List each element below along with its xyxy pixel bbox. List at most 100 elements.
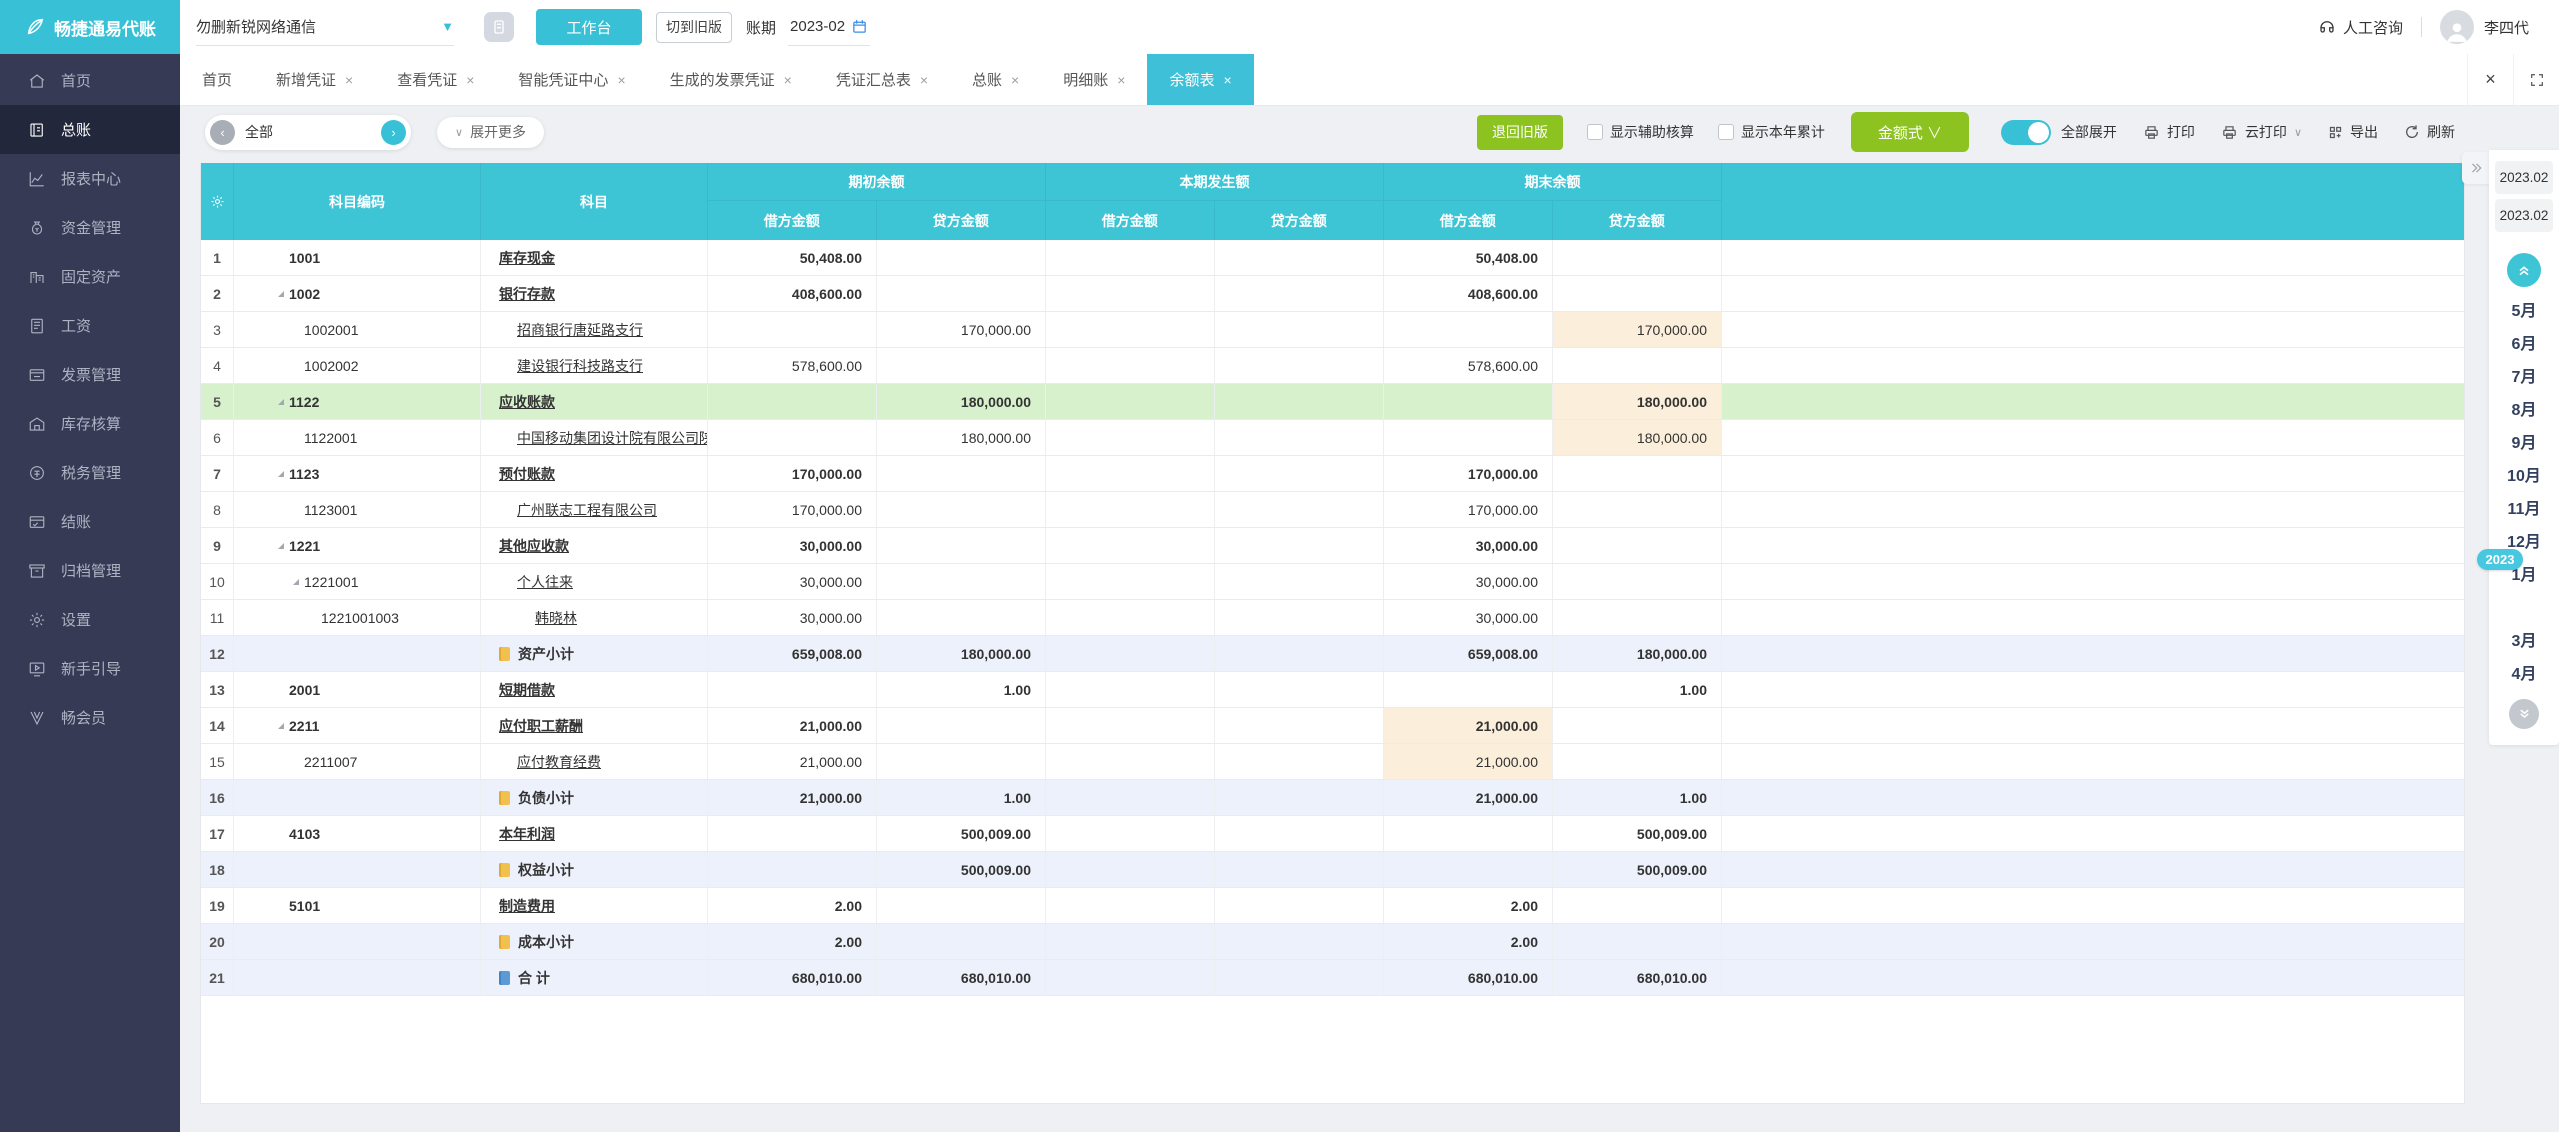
close-icon[interactable]: ×	[2467, 54, 2513, 105]
sidebar-item-库存核算[interactable]: 库存核算	[0, 399, 180, 448]
scroll-months-down-button[interactable]	[2509, 699, 2539, 729]
month-item-9月[interactable]: 9月	[2511, 435, 2537, 452]
expand-triangle-icon[interactable]	[278, 542, 284, 549]
sidebar-item-畅会员[interactable]: 畅会员	[0, 693, 180, 742]
table-row[interactable]: 10 1221001 个人往来 30,000.00 30,000.00	[201, 564, 2464, 600]
month-item-3月[interactable]: 3月	[2511, 633, 2537, 650]
month-item-4月[interactable]: 4月	[2511, 666, 2537, 683]
sidebar-item-资金管理[interactable]: 资金管理	[0, 203, 180, 252]
checkbox-icon[interactable]	[1717, 124, 1734, 140]
table-row[interactable]: 18 权益小计 500,009.00 500,009.00	[201, 852, 2464, 888]
tab-首页[interactable]: 首页	[202, 72, 233, 89]
account-link[interactable]: 其他应收款	[499, 537, 569, 554]
back-to-old-button[interactable]: 退回旧版	[1476, 114, 1563, 150]
fullscreen-icon[interactable]	[2513, 54, 2559, 105]
export-button[interactable]: 导出	[2328, 122, 2378, 142]
month-item-8月[interactable]: 8月	[2511, 402, 2537, 419]
close-tab-icon[interactable]: ×	[1223, 71, 1232, 88]
tab-新增凭证[interactable]: 新增凭证 ×	[276, 71, 354, 90]
account-link[interactable]: 本年利润	[499, 825, 555, 842]
account-link[interactable]: 短期借款	[499, 681, 555, 698]
month-item-6月[interactable]: 6月	[2511, 336, 2537, 353]
header-opening-debit[interactable]: 借方金额	[708, 201, 877, 240]
avatar[interactable]	[2439, 10, 2474, 44]
table-row[interactable]: 13 2001 短期借款 1.00 1.00	[201, 672, 2464, 708]
close-tab-icon[interactable]: ×	[617, 71, 626, 88]
table-row[interactable]: 6 1122001 中国移动集团设计院有限公司陕 180,000.00 180,000.…	[201, 420, 2464, 456]
table-row[interactable]: 15 2211007 应付教育经费 21,000.00 21,000.00	[201, 744, 2464, 780]
tab-余额表[interactable]: 余额表 ×	[1147, 54, 1254, 105]
expand-triangle-icon[interactable]	[278, 722, 284, 729]
month-item-12月[interactable]: 12月	[2507, 534, 2541, 551]
account-link[interactable]: 预付账款	[499, 465, 555, 482]
header-account-code[interactable]: 科目编码	[234, 163, 481, 240]
close-tab-icon[interactable]: ×	[783, 71, 792, 88]
tab-明细账[interactable]: 明细账 ×	[1063, 71, 1126, 90]
month-item-5月[interactable]: 5月	[2511, 303, 2537, 320]
tab-智能凭证中心[interactable]: 智能凭证中心 ×	[518, 71, 626, 90]
month-item-11月[interactable]: 11月	[2507, 501, 2541, 518]
account-filter[interactable]: ‹ 全部 ›	[205, 114, 411, 150]
tab-查看凭证[interactable]: 查看凭证 ×	[397, 71, 475, 90]
header-current-debit[interactable]: 借方金额	[1046, 201, 1215, 240]
company-selector[interactable]: 勿删新锐网络通信 ▼	[196, 8, 454, 46]
account-link[interactable]: 制造费用	[499, 897, 555, 914]
table-row[interactable]: 20 成本小计 2.00 2.00	[201, 924, 2464, 960]
close-tab-icon[interactable]: ×	[919, 71, 929, 88]
checkbox-icon[interactable]	[1586, 124, 1603, 140]
period-to-input[interactable]: 2023.02	[2495, 199, 2553, 232]
expand-triangle-icon[interactable]	[278, 470, 284, 477]
amount-style-button[interactable]: 金额式 ∨	[1850, 112, 1969, 152]
app-switcher-icon[interactable]	[484, 12, 514, 42]
expand-triangle-icon[interactable]	[293, 578, 299, 585]
username[interactable]: 李四代	[2483, 19, 2529, 37]
sidebar-item-首页[interactable]: 首页	[0, 56, 180, 105]
sidebar-item-报表中心[interactable]: 报表中心	[0, 154, 180, 203]
table-row[interactable]: 4 1002002 建设银行科技路支行 578,600.00 578,600.00	[201, 348, 2464, 384]
close-tab-icon[interactable]: ×	[345, 71, 354, 88]
table-row[interactable]: 21 合 计 680,010.00 680,010.00 680,010.00 680,0…	[201, 960, 2464, 996]
header-ending-debit[interactable]: 借方金额	[1384, 201, 1553, 240]
table-row[interactable]: 2 1002 银行存款 408,600.00 408,600.00	[201, 276, 2464, 312]
month-item-2月[interactable]: 2月	[2489, 592, 2559, 625]
table-row[interactable]: 16 负债小计 21,000.00 1.00 21,000.00 1.00	[201, 780, 2464, 816]
print-button[interactable]: 打印	[2143, 122, 2195, 142]
table-row[interactable]: 1 1001 库存现金 50,408.00 50,408.00	[201, 240, 2464, 276]
chevron-right-icon[interactable]: ›	[381, 119, 406, 145]
sidebar-item-固定资产[interactable]: 固定资产	[0, 252, 180, 301]
table-row[interactable]: 11 1221001003 韩晓林 30,000.00 30,000.00	[201, 600, 2464, 636]
account-link[interactable]: 建设银行科技路支行	[517, 357, 643, 374]
table-row[interactable]: 7 1123 预付账款 170,000.00 170,000.00	[201, 456, 2464, 492]
table-row[interactable]: 8 1123001 广州联志工程有限公司 170,000.00 170,000.00	[201, 492, 2464, 528]
sidebar-item-新手引导[interactable]: 新手引导	[0, 644, 180, 693]
close-tab-icon[interactable]: ×	[1117, 71, 1126, 88]
table-row[interactable]: 3 1002001 招商银行唐延路支行 170,000.00 170,000.00	[201, 312, 2464, 348]
sidebar-item-发票管理[interactable]: 发票管理	[0, 350, 180, 399]
account-link[interactable]: 应收账款	[499, 393, 555, 410]
table-row[interactable]: 9 1221 其他应收款 30,000.00 30,000.00	[201, 528, 2464, 564]
scroll-months-up-button[interactable]	[2507, 253, 2541, 287]
sidebar-item-结账[interactable]: 结账	[0, 497, 180, 546]
account-link[interactable]: 招商银行唐延路支行	[517, 321, 643, 338]
month-item-7月[interactable]: 7月	[2511, 369, 2537, 386]
account-link[interactable]: 库存现金	[499, 249, 555, 266]
account-link[interactable]: 应付职工薪酬	[499, 717, 583, 734]
month-item-1月[interactable]: 1月	[2511, 567, 2537, 584]
period-from-input[interactable]: 2023.02	[2495, 161, 2553, 194]
header-opening-credit[interactable]: 贷方金额	[932, 212, 989, 229]
tab-凭证汇总表[interactable]: 凭证汇总表 ×	[835, 71, 929, 90]
header-ending-credit[interactable]: 贷方金额	[1608, 212, 1665, 229]
refresh-button[interactable]: 刷新	[2404, 122, 2455, 142]
support-link[interactable]: 人工咨询	[2318, 17, 2403, 38]
collapse-rail-button[interactable]	[2462, 152, 2490, 184]
aux-accounting-checkbox[interactable]: 显示辅助核算	[1586, 122, 1694, 142]
table-row[interactable]: 17 4103 本年利润 500,009.00 500,009.00	[201, 816, 2464, 852]
table-row[interactable]: 14 2211 应付职工薪酬 21,000.00 21,000.00	[201, 708, 2464, 744]
sidebar-item-归档管理[interactable]: 归档管理	[0, 546, 180, 595]
expand-triangle-icon[interactable]	[278, 398, 284, 405]
table-row[interactable]: 19 5101 制造费用 2.00 2.00	[201, 888, 2464, 924]
table-row[interactable]: 12 资产小计 659,008.00 180,000.00 659,008.00 180,…	[201, 636, 2464, 672]
account-link[interactable]: 韩晓林	[535, 609, 577, 626]
switch-old-version-button[interactable]: 切到旧版	[656, 11, 732, 43]
month-item-10月[interactable]: 10月	[2507, 468, 2541, 485]
